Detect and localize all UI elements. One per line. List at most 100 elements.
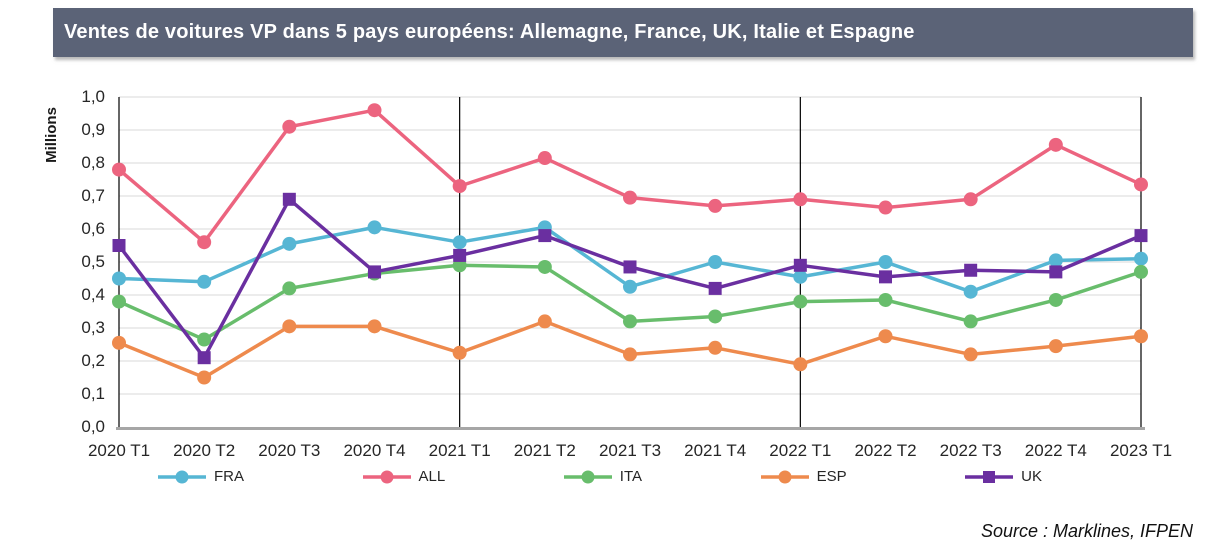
all-point-10 (963, 192, 978, 207)
esp-point-1 (197, 370, 212, 385)
ita-point-11 (1048, 292, 1063, 307)
all-point-12 (1134, 177, 1148, 192)
ita-point-2 (282, 281, 297, 296)
chart-title-bar: Ventes de voitures VP dans 5 pays europé… (53, 8, 1193, 57)
legend-label-uk: UK (1021, 468, 1042, 485)
fra-point-0 (112, 271, 126, 286)
esp-point-9 (878, 329, 893, 344)
legend-label-all: ALL (418, 468, 446, 485)
y-tick-label-1: 0,1 (81, 384, 105, 403)
y-tick-label-2: 0,2 (81, 351, 105, 370)
ita-point-6 (623, 314, 637, 329)
legend-marker-uk-icon (965, 470, 1014, 483)
y-tick-label-3: 0,3 (81, 318, 105, 337)
legend-label-fra: FRA (214, 468, 244, 485)
y-tick-label-0: 0,0 (81, 417, 105, 436)
ita-point-7 (708, 309, 723, 324)
legend-item-esp: ESP (760, 468, 847, 485)
uk-point-5 (538, 229, 552, 243)
series-markers-esp (112, 314, 1148, 385)
y-tick-label-9: 0,9 (81, 120, 105, 139)
x-tick-label-2020-t3: 2020 T3 (258, 441, 321, 460)
chart-legend: FRA ALL ITA ESP UK (158, 468, 1042, 485)
x-tick-label-2021-t2: 2021 T2 (513, 441, 576, 460)
fra-point-8 (793, 269, 808, 284)
legend-label-esp: ESP (816, 468, 847, 485)
chart-title: Ventes de voitures VP dans 5 pays europé… (64, 21, 915, 43)
all-point-11 (1048, 137, 1063, 152)
esp-point-7 (708, 340, 723, 355)
x-tick-label-2020-t4: 2020 T4 (343, 441, 406, 460)
series-line-uk (117, 197, 1143, 360)
x-tick-label-2022-t3: 2022 T3 (939, 441, 1002, 460)
x-tick-label-2020-t1: 2020 T1 (87, 441, 151, 460)
uk-point-7 (708, 281, 722, 295)
uk-point-9 (879, 270, 892, 284)
y-tick-label-6: 0,6 (81, 219, 105, 238)
legend-item-fra: FRA (158, 468, 244, 485)
x-tick-label-2023-t1: 2023 T1 (1109, 441, 1173, 460)
ita-point-12 (1134, 264, 1148, 279)
x-tick-label-2022-t2: 2022 T2 (854, 441, 917, 460)
uk-point-4 (453, 248, 467, 262)
ita-point-0 (112, 294, 126, 309)
ita-point-8 (793, 294, 808, 309)
y-tick-label-5: 0,5 (81, 252, 105, 271)
series-markers-fra (112, 220, 1148, 299)
fra-point-6 (623, 279, 637, 294)
fra-point-3 (367, 220, 382, 235)
all-point-2 (282, 119, 297, 134)
fra-point-2 (282, 236, 297, 251)
fra-point-1 (197, 274, 212, 289)
legend-item-uk: UK (965, 468, 1042, 485)
x-tick-label-2022-t1: 2022 T1 (769, 441, 832, 460)
legend-marker-fra-icon (158, 470, 206, 483)
uk-point-10 (964, 263, 978, 277)
x-tick-label-2021-t3: 2021 T3 (598, 441, 662, 460)
all-point-7 (708, 198, 723, 213)
y-tick-label-10: 1,0 (81, 87, 105, 106)
legend-item-all: ALL (362, 468, 446, 485)
esp-point-8 (793, 357, 808, 372)
all-point-1 (197, 235, 212, 250)
uk-point-11 (1049, 265, 1063, 279)
x-tick-label-2020-t2: 2020 T2 (173, 441, 236, 460)
uk-point-12 (1134, 229, 1148, 243)
legend-marker-ita-icon (563, 470, 612, 483)
all-point-4 (452, 179, 467, 194)
y-tick-label-7: 0,7 (81, 186, 105, 205)
series-markers-all (112, 103, 1148, 250)
uk-point-2 (282, 192, 296, 206)
esp-point-3 (367, 319, 382, 334)
ita-point-1 (197, 332, 212, 347)
x-tick-label-2021-t4: 2021 T4 (684, 441, 747, 460)
uk-point-8 (793, 258, 807, 272)
series-markers-uk (112, 192, 1148, 365)
esp-point-11 (1048, 339, 1063, 354)
fra-point-9 (878, 255, 893, 269)
y-tick-label-8: 0,8 (81, 153, 105, 172)
uk-point-1 (197, 351, 211, 365)
uk-point-0 (112, 239, 126, 252)
fra-point-11 (1048, 253, 1063, 268)
legend-marker-esp-icon (760, 470, 809, 483)
all-point-6 (623, 190, 637, 205)
esp-point-2 (282, 319, 297, 334)
fra-point-7 (708, 255, 723, 269)
all-point-3 (367, 103, 382, 118)
fra-point-4 (452, 235, 467, 250)
all-point-8 (793, 192, 808, 207)
esp-point-4 (452, 345, 467, 360)
fra-point-10 (963, 284, 978, 299)
legend-marker-all-icon (362, 470, 411, 483)
ita-point-10 (963, 314, 978, 329)
ita-point-9 (878, 292, 893, 307)
uk-point-6 (623, 260, 637, 274)
x-tick-label-2022-t4: 2022 T4 (1024, 441, 1087, 460)
y-tick-label-4: 0,4 (81, 285, 105, 304)
ita-point-5 (537, 259, 552, 274)
esp-point-5 (537, 314, 552, 329)
x-tick-label-2021-t1: 2021 T1 (428, 441, 491, 460)
